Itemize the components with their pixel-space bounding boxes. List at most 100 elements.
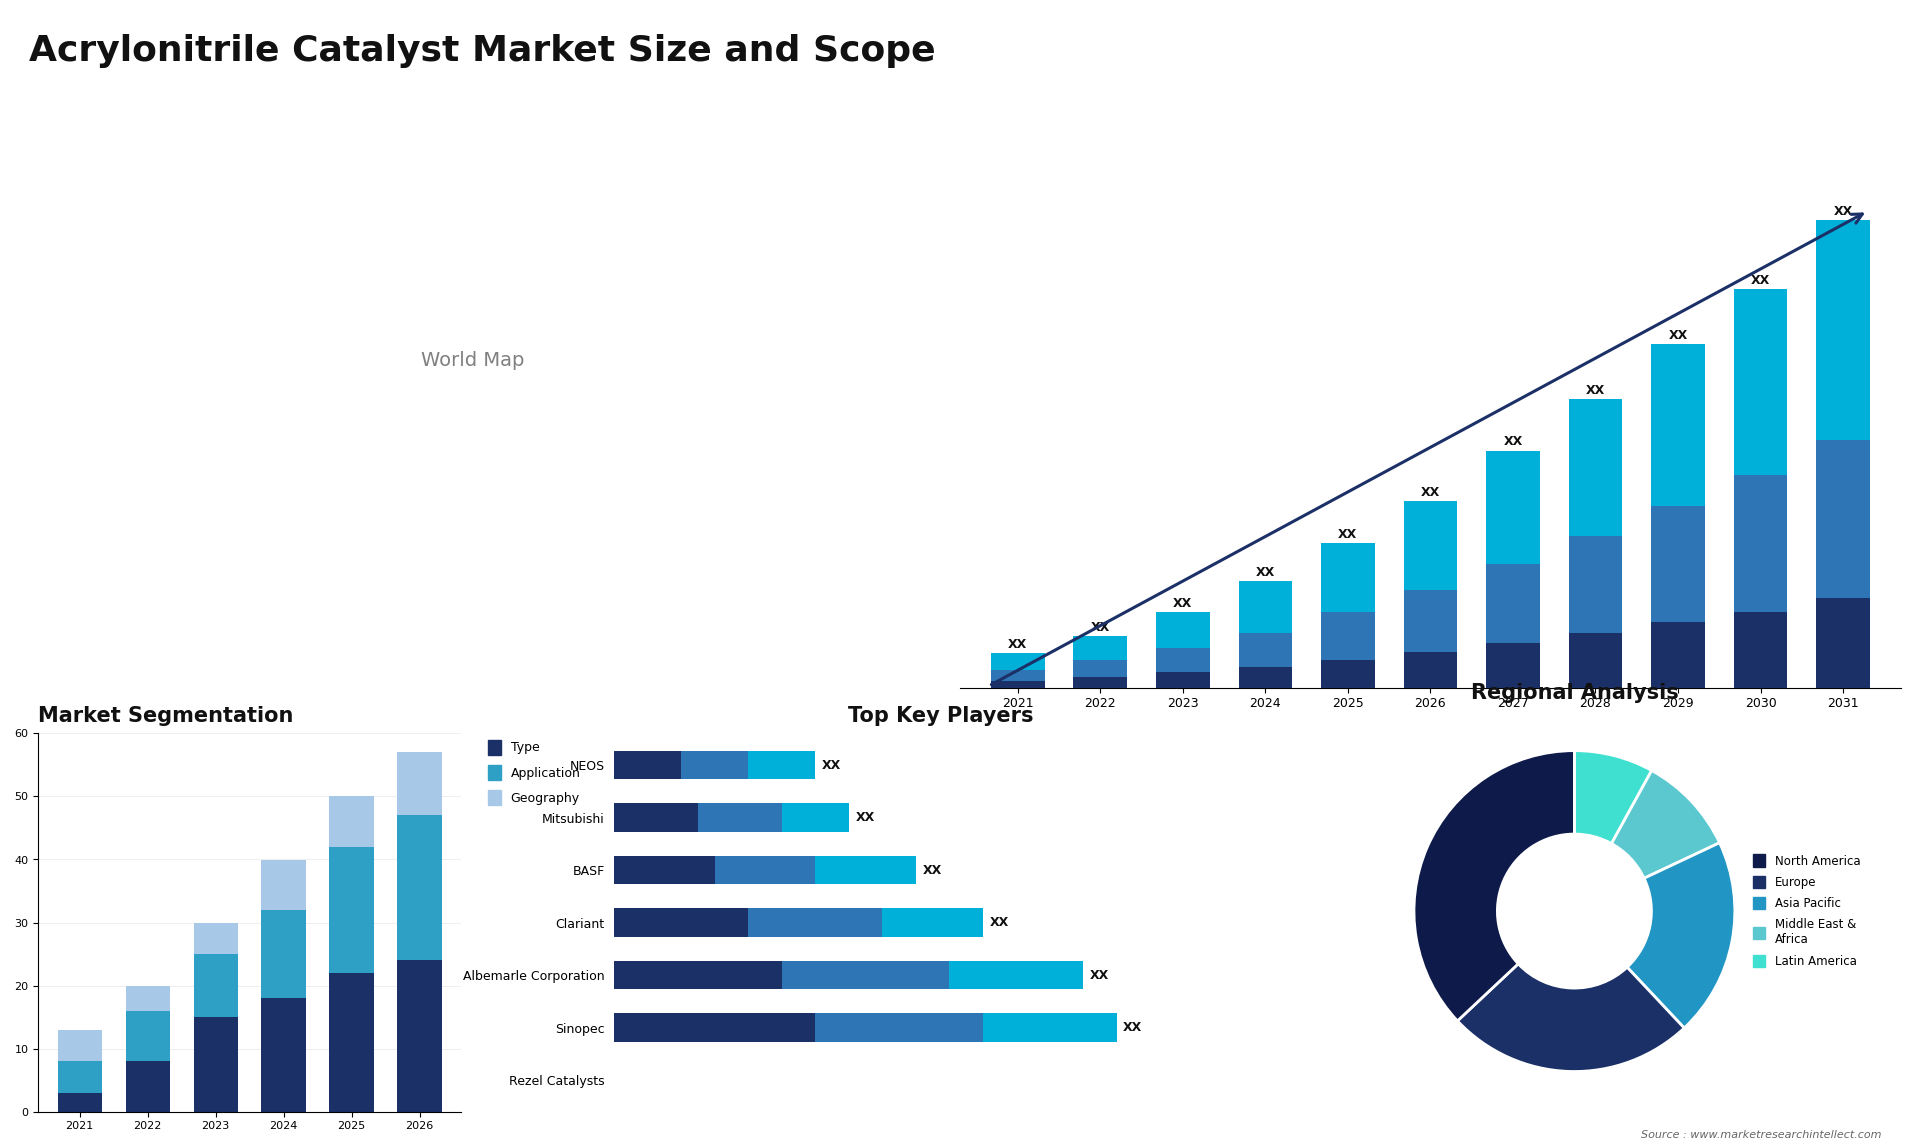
Text: XX: XX <box>1091 968 1110 981</box>
Text: XX: XX <box>1123 1021 1142 1034</box>
Bar <box>1651 505 1705 622</box>
Title: Regional Analysis: Regional Analysis <box>1471 683 1678 704</box>
Text: XX: XX <box>822 759 841 771</box>
Bar <box>1238 581 1292 633</box>
Bar <box>1073 660 1127 677</box>
Bar <box>1569 399 1622 536</box>
Bar <box>699 803 781 832</box>
Bar <box>816 856 916 885</box>
Bar <box>1321 543 1375 612</box>
Text: XX: XX <box>989 916 1008 929</box>
Bar <box>991 681 1044 688</box>
Text: XX: XX <box>1503 435 1523 448</box>
Bar <box>1486 450 1540 564</box>
Text: XX: XX <box>922 864 941 877</box>
Bar <box>330 847 374 973</box>
Bar <box>1238 633 1292 667</box>
Bar <box>948 960 1083 989</box>
Bar <box>1816 440 1870 598</box>
Bar <box>1156 673 1210 688</box>
Bar <box>749 908 881 937</box>
Text: XX: XX <box>1008 638 1027 651</box>
Bar <box>1734 612 1788 688</box>
Bar <box>1486 643 1540 688</box>
Bar <box>58 1093 102 1112</box>
Bar <box>125 1061 169 1112</box>
Bar <box>1238 667 1292 688</box>
Bar <box>614 960 781 989</box>
Bar <box>125 986 169 1011</box>
Bar <box>983 1013 1117 1042</box>
Bar <box>1734 289 1788 474</box>
Bar <box>1816 220 1870 440</box>
Bar <box>682 751 749 779</box>
Circle shape <box>1498 834 1651 988</box>
Bar <box>58 1029 102 1061</box>
Bar <box>614 1013 816 1042</box>
Legend: Type, Application, Geography: Type, Application, Geography <box>488 739 580 806</box>
Bar <box>816 1013 983 1042</box>
Bar <box>1404 652 1457 688</box>
Wedge shape <box>1457 964 1684 1072</box>
Bar <box>991 670 1044 681</box>
Bar <box>125 1011 169 1061</box>
Bar <box>1816 598 1870 688</box>
Text: Market Segmentation: Market Segmentation <box>38 706 294 727</box>
Bar <box>1321 660 1375 688</box>
Bar <box>1073 636 1127 660</box>
Bar <box>1404 590 1457 652</box>
Bar <box>614 803 699 832</box>
Text: Source : www.marketresearchintellect.com: Source : www.marketresearchintellect.com <box>1642 1130 1882 1140</box>
Bar <box>194 923 238 953</box>
Bar <box>614 908 749 937</box>
Bar <box>397 816 442 960</box>
Bar <box>1651 344 1705 505</box>
Title: Top Key Players: Top Key Players <box>849 706 1033 727</box>
Text: XX: XX <box>1668 329 1688 342</box>
Bar <box>781 803 849 832</box>
Bar <box>194 953 238 1018</box>
Bar <box>261 910 305 998</box>
Bar <box>1734 474 1788 612</box>
Legend: North America, Europe, Asia Pacific, Middle East &
Africa, Latin America: North America, Europe, Asia Pacific, Mid… <box>1749 849 1864 973</box>
Bar <box>1156 649 1210 673</box>
Text: XX: XX <box>1256 566 1275 579</box>
Text: XX: XX <box>856 811 876 824</box>
Bar <box>1156 612 1210 649</box>
Bar <box>1486 564 1540 643</box>
Text: Acrylonitrile Catalyst Market Size and Scope: Acrylonitrile Catalyst Market Size and S… <box>29 34 935 69</box>
Bar <box>714 856 816 885</box>
Bar <box>1569 633 1622 688</box>
Text: XX: XX <box>1338 528 1357 541</box>
Bar <box>1073 677 1127 688</box>
Text: XX: XX <box>1421 486 1440 499</box>
Bar <box>881 908 983 937</box>
Bar <box>781 960 948 989</box>
Bar <box>261 998 305 1112</box>
Bar <box>1404 501 1457 590</box>
Bar <box>194 1018 238 1112</box>
Text: XX: XX <box>1834 205 1853 219</box>
Text: World Map: World Map <box>420 351 524 370</box>
Text: XX: XX <box>1091 621 1110 634</box>
Bar <box>397 753 442 816</box>
Bar <box>397 960 442 1112</box>
Bar <box>1651 622 1705 688</box>
Bar <box>991 653 1044 670</box>
Bar <box>1321 612 1375 660</box>
Bar <box>330 796 374 847</box>
Bar <box>261 860 305 910</box>
Bar <box>1569 536 1622 633</box>
Bar <box>749 751 816 779</box>
Wedge shape <box>1574 751 1651 843</box>
Wedge shape <box>1626 842 1736 1028</box>
Bar <box>58 1061 102 1093</box>
Text: XX: XX <box>1751 274 1770 286</box>
Text: XX: XX <box>1586 384 1605 397</box>
Wedge shape <box>1611 770 1720 878</box>
Text: XX: XX <box>1173 597 1192 610</box>
Bar <box>614 751 682 779</box>
Wedge shape <box>1413 751 1574 1021</box>
Bar <box>614 856 714 885</box>
Bar <box>330 973 374 1112</box>
